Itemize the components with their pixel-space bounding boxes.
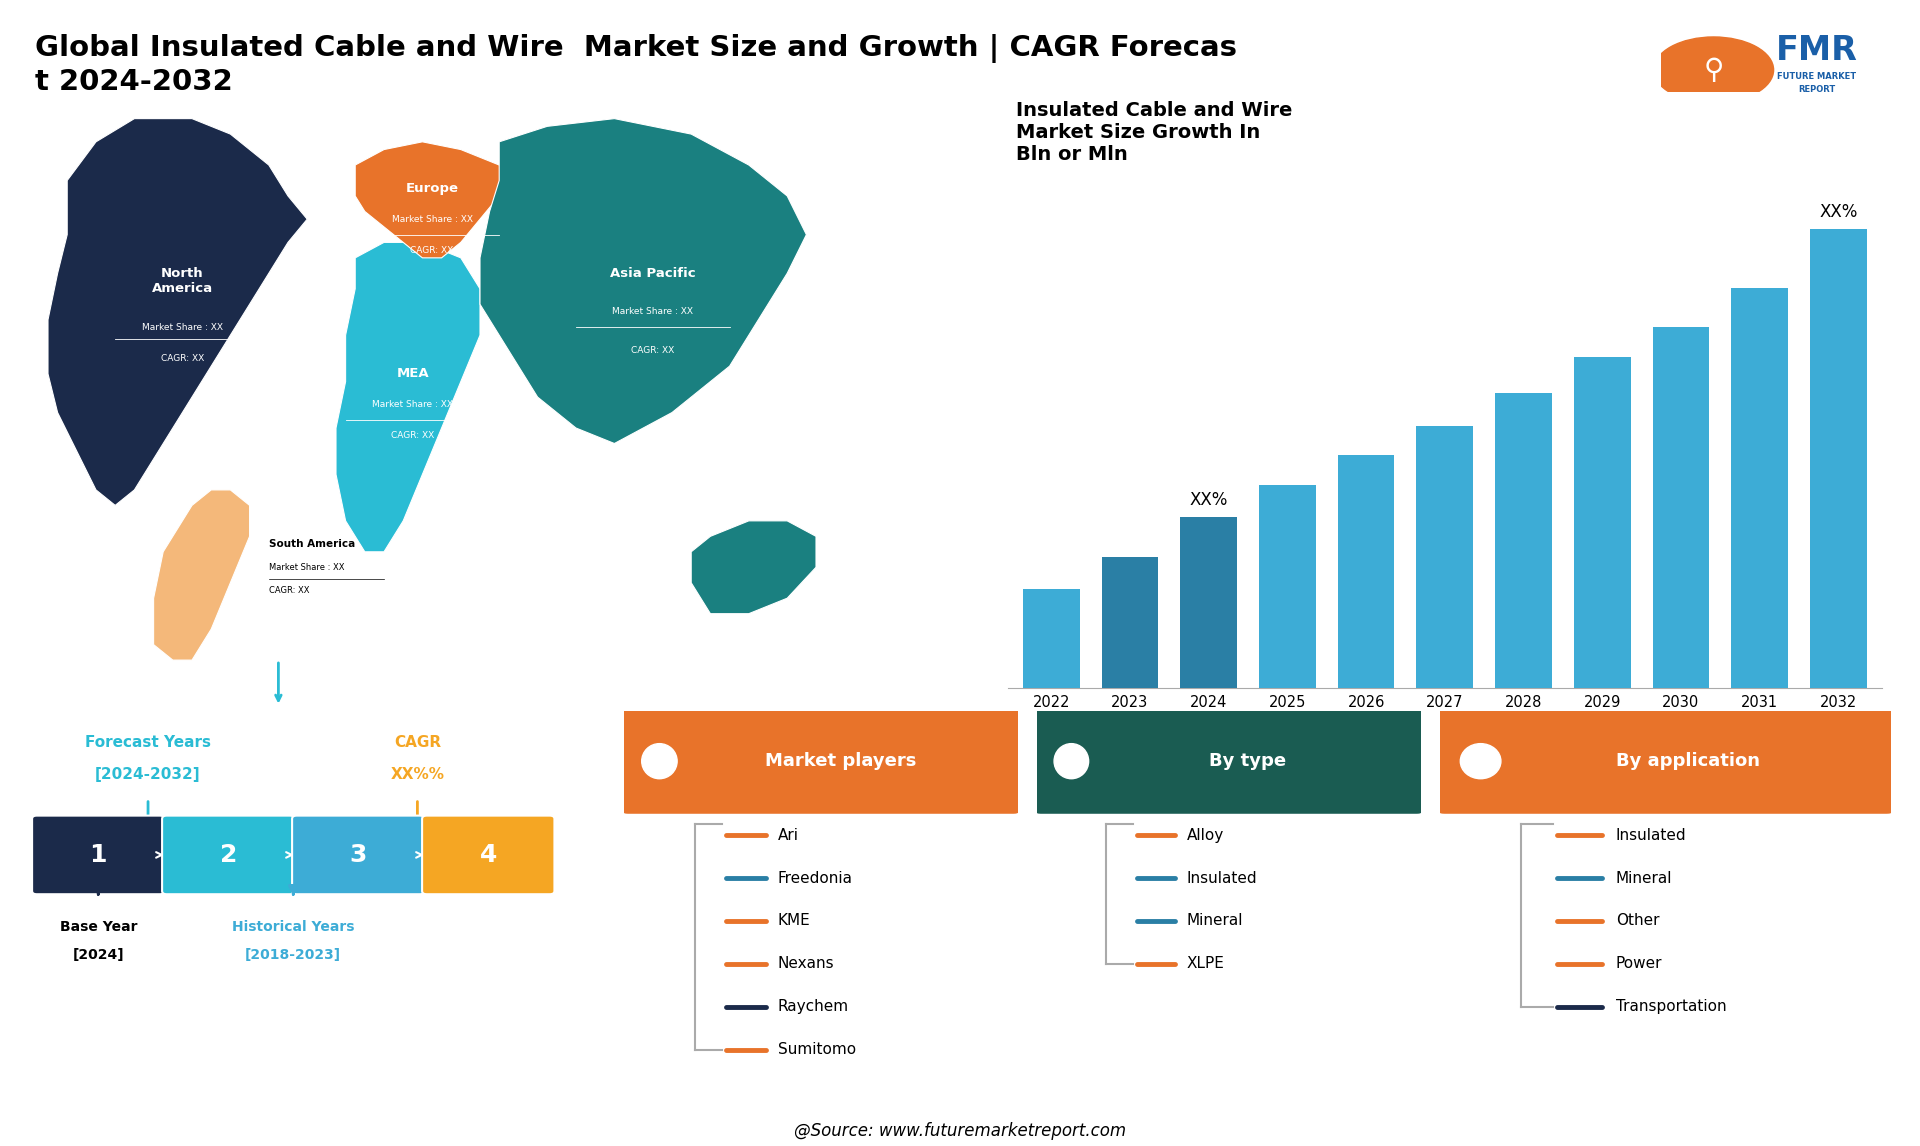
Text: Global Insulated Cable and Wire  Market Size and Growth | CAGR Forecas
t 2024-20: Global Insulated Cable and Wire Market S…	[35, 34, 1236, 96]
Text: 3: 3	[349, 843, 367, 866]
Text: Power: Power	[1617, 956, 1663, 972]
Text: Sumitomo: Sumitomo	[778, 1042, 856, 1057]
Text: Insulated Cable and Wire
Market Size Growth In
Bln or Mln: Insulated Cable and Wire Market Size Gro…	[1016, 101, 1292, 164]
Text: @Source: www.futuremarketreport.com: @Source: www.futuremarketreport.com	[795, 1122, 1125, 1140]
Text: By type: By type	[1210, 752, 1286, 770]
Text: North
America: North America	[152, 267, 213, 295]
FancyBboxPatch shape	[161, 816, 294, 894]
FancyBboxPatch shape	[292, 816, 424, 894]
Text: Nexans: Nexans	[778, 956, 833, 972]
Text: FUTURE MARKET: FUTURE MARKET	[1778, 72, 1857, 81]
Text: CAGR: XX: CAGR: XX	[161, 354, 204, 363]
Text: 2: 2	[219, 843, 236, 866]
Polygon shape	[154, 490, 250, 660]
Text: CAGR: XX: CAGR: XX	[269, 586, 309, 595]
Text: FMR: FMR	[1776, 33, 1859, 66]
Bar	[1181, 517, 1236, 688]
Polygon shape	[480, 118, 806, 444]
Text: Mineral: Mineral	[1617, 871, 1672, 886]
Bar	[1417, 425, 1473, 688]
Text: Forecast Years: Forecast Years	[84, 735, 211, 751]
Text: Transportation: Transportation	[1617, 999, 1726, 1014]
Polygon shape	[691, 520, 816, 614]
Text: Raychem: Raychem	[778, 999, 849, 1014]
Text: [2024]: [2024]	[73, 948, 125, 963]
Text: XLPE: XLPE	[1187, 956, 1225, 972]
Text: ⚲: ⚲	[1703, 56, 1724, 84]
Text: [2024-2032]: [2024-2032]	[96, 767, 202, 783]
Text: Insulated: Insulated	[1187, 871, 1258, 886]
Polygon shape	[336, 242, 480, 551]
Text: CAGR: CAGR	[394, 735, 442, 751]
Text: Historical Years: Historical Years	[232, 920, 355, 934]
FancyBboxPatch shape	[1031, 708, 1427, 814]
Text: South America: South America	[269, 539, 355, 549]
Text: Ari: Ari	[778, 827, 799, 842]
FancyBboxPatch shape	[618, 708, 1023, 814]
Text: Base Year: Base Year	[60, 920, 136, 934]
Polygon shape	[355, 142, 518, 258]
Text: KME: KME	[778, 913, 810, 928]
Text: MEA: MEA	[397, 368, 428, 380]
Circle shape	[1461, 744, 1501, 779]
Text: CAGR: XX: CAGR: XX	[411, 245, 453, 254]
Polygon shape	[48, 118, 307, 505]
Text: Market players: Market players	[764, 752, 916, 770]
Text: REPORT: REPORT	[1799, 85, 1836, 94]
Text: XX%: XX%	[1190, 492, 1229, 509]
Bar	[1653, 328, 1709, 688]
Text: Market Share : XX: Market Share : XX	[612, 307, 693, 316]
Circle shape	[1054, 744, 1089, 779]
Bar	[1338, 455, 1394, 688]
Text: [2018-2023]: [2018-2023]	[246, 948, 342, 963]
Bar	[1102, 557, 1158, 688]
FancyBboxPatch shape	[33, 816, 165, 894]
Bar	[1496, 393, 1551, 688]
Text: Market Share : XX: Market Share : XX	[142, 323, 223, 332]
FancyBboxPatch shape	[422, 816, 555, 894]
Text: Market Share : XX: Market Share : XX	[372, 400, 453, 409]
Text: XX%: XX%	[1818, 203, 1857, 221]
Text: CAGR: XX: CAGR: XX	[632, 346, 674, 355]
Bar	[1574, 356, 1630, 688]
Text: Alloy: Alloy	[1187, 827, 1223, 842]
Text: Freedonia: Freedonia	[778, 871, 852, 886]
Text: Asia Pacific: Asia Pacific	[611, 267, 695, 280]
FancyBboxPatch shape	[1432, 708, 1899, 814]
Bar	[1732, 288, 1788, 688]
Text: Insulated: Insulated	[1617, 827, 1686, 842]
Text: XX%%: XX%%	[390, 767, 444, 783]
Text: Other: Other	[1617, 913, 1659, 928]
Text: Europe: Europe	[405, 182, 459, 195]
Text: Mineral: Mineral	[1187, 913, 1242, 928]
Text: Market Share : XX: Market Share : XX	[269, 563, 344, 572]
Text: 1: 1	[90, 843, 108, 866]
Bar	[1260, 485, 1315, 688]
Text: Market Share : XX: Market Share : XX	[392, 214, 472, 223]
Text: By application: By application	[1617, 752, 1761, 770]
Bar	[1023, 589, 1079, 688]
Bar	[1811, 229, 1866, 688]
Text: CAGR: XX: CAGR: XX	[392, 431, 434, 440]
Circle shape	[641, 744, 678, 779]
Circle shape	[1653, 37, 1774, 103]
Text: 4: 4	[480, 843, 497, 866]
